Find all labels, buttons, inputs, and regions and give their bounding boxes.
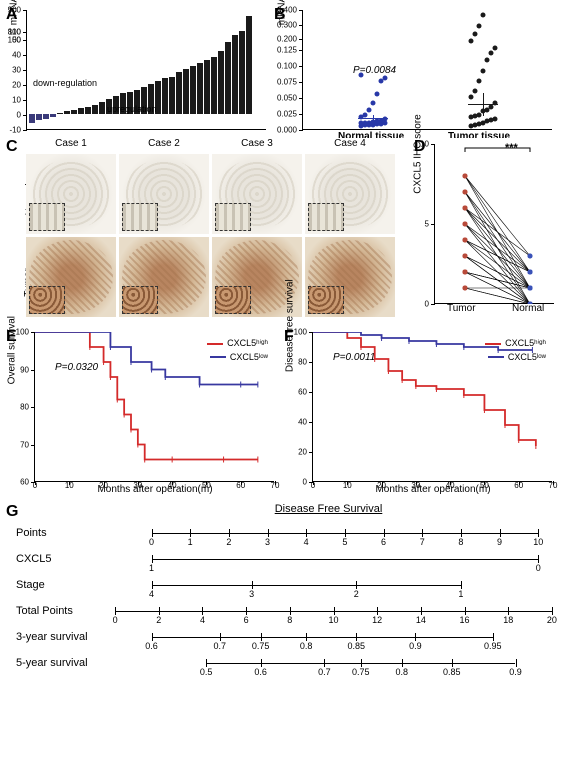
panel-c-ihc-image — [119, 237, 209, 317]
panel-a-bar — [204, 60, 210, 114]
panel-b-point — [481, 69, 486, 74]
panel-b-point — [473, 31, 478, 36]
panel-a-down-annot: down-regulation — [33, 78, 97, 88]
panel-a-bar — [99, 102, 105, 114]
panel-b-chart: P=0.0084 0.0000.0250.0500.0750.1000.1250… — [302, 10, 552, 130]
panel-g-title: Disease Free Survival — [96, 503, 561, 515]
panel-a-bar — [36, 114, 42, 120]
panel-d-ylabel: CXCL5 IHC score — [413, 114, 424, 193]
panel-f: F Disease free survival P=0.0011 0204060… — [284, 328, 554, 495]
nomogram-row: 3-year survival0.60.70.750.80.850.90.95 — [16, 629, 561, 645]
panel-a-bar — [169, 77, 175, 115]
panel-a-bar — [78, 108, 84, 114]
panel-a-bar — [246, 16, 252, 114]
nomogram-row-label: 3-year survival — [16, 631, 106, 643]
panel-b-point — [477, 79, 482, 84]
nomogram-row: Stage4321 — [16, 577, 561, 593]
panel-b-point — [493, 46, 498, 51]
panel-a-bar — [71, 110, 77, 115]
panel-a-bar — [232, 35, 238, 114]
panel-c-ihc-grid: Case 1Case 2Case 3Case 4NormalTumor — [26, 138, 406, 317]
survival-legend: CXCL5ˡᵒʷ — [210, 352, 268, 362]
nomogram-row-label: Points — [16, 527, 106, 539]
panel-b-point — [489, 51, 494, 56]
survival-legend: CXCL5ˡᵒʷ — [488, 352, 546, 362]
panel-e: E Overall survival P=0.0320 607080901000… — [6, 328, 276, 495]
panel-d: D CXCL5 IHC score *** 0510TumorNormal — [414, 138, 554, 320]
panel-a-bar — [176, 72, 182, 114]
panel-a-bar — [50, 114, 56, 117]
panel-b-point — [469, 39, 474, 44]
panel-b: B mRNA expression(2⁻ΔΔCᵀ) P=0.0084 0.000… — [274, 6, 554, 130]
panel-a-up-annot: upregulation — [107, 104, 157, 114]
panel-b-point — [477, 24, 482, 29]
panel-b-point — [363, 112, 368, 117]
panel-g-label: G — [6, 503, 18, 521]
panel-c-ihc-image — [119, 154, 209, 234]
panel-c: C Case 1Case 2Case 3Case 4NormalTumor — [6, 138, 406, 320]
panel-c-case-label: Case 1 — [26, 138, 116, 149]
nomogram-row: Total Points02468101214161820 — [16, 603, 561, 619]
nomogram-row-label: CXCL5 — [16, 553, 106, 565]
figure: A mRNA expression(2⁻ΔΔCᵀ) down-regulatio… — [0, 0, 567, 687]
nomogram-row-label: Total Points — [16, 605, 106, 617]
panel-a-bar — [29, 114, 35, 123]
panel-g: G Disease Free Survival Points0123456789… — [6, 503, 561, 671]
panel-a-chart: down-regulation upregulation -1001020304… — [26, 10, 266, 130]
panel-c-label: C — [6, 138, 18, 156]
panel-a-bar — [92, 105, 98, 114]
panel-a-bar — [162, 78, 168, 114]
nomogram-row-label: 5-year survival — [16, 657, 106, 669]
panel-b-point — [493, 117, 498, 122]
panel-a-bar — [190, 66, 196, 114]
panel-c-case-label: Case 4 — [305, 138, 395, 149]
panel-b-point — [367, 107, 372, 112]
panel-d-chart: *** 0510TumorNormal — [434, 144, 554, 304]
panel-b-point — [481, 12, 486, 17]
panel-b-point — [383, 75, 388, 80]
panel-c-ihc-image — [305, 154, 395, 234]
panel-c-ihc-image — [26, 237, 116, 317]
panel-b-point — [371, 101, 376, 106]
panel-a-bar — [85, 107, 91, 115]
panel-f-chart: P=0.0011 020406080100010203040506070CXCL… — [312, 332, 552, 482]
panel-c-case-label: Case 3 — [212, 138, 302, 149]
panel-b-point — [359, 72, 364, 77]
panel-e-chart: P=0.0320 60708090100010203040506070CXCL5… — [34, 332, 274, 482]
panel-a-bar — [225, 42, 231, 114]
panel-a: A mRNA expression(2⁻ΔΔCᵀ) down-regulatio… — [6, 6, 266, 130]
panel-c-ihc-image — [305, 237, 395, 317]
panel-a-bar — [43, 114, 49, 119]
nomogram-row: 5-year survival0.50.60.70.750.80.850.9 — [16, 655, 561, 671]
nomogram-row-label: Stage — [16, 579, 106, 591]
panel-a-bar — [211, 57, 217, 114]
panel-a-bar — [239, 31, 245, 114]
panel-a-bar — [64, 111, 70, 114]
nomogram-row: CXCL510 — [16, 551, 561, 567]
panel-f-ylabel: Disease free survival — [285, 279, 296, 372]
nomogram-row: Points012345678910 — [16, 525, 561, 541]
panel-c-case-label: Case 2 — [119, 138, 209, 149]
panel-b-point — [375, 91, 380, 96]
panel-b-point — [473, 88, 478, 93]
panel-b-point — [469, 95, 474, 100]
panel-e-ylabel: Overall survival — [7, 316, 18, 384]
panel-g-nomogram: Points012345678910 CXCL510 Stage4321 Total … — [16, 525, 561, 671]
survival-legend: CXCL5ʰⁱᵍʰ — [485, 338, 546, 349]
panel-a-bar — [183, 69, 189, 114]
panel-a-bar — [218, 51, 224, 114]
panel-a-bar — [57, 113, 63, 115]
panel-a-bar — [197, 63, 203, 114]
survival-legend: CXCL5ʰⁱᵍʰ — [207, 338, 268, 349]
panel-c-ihc-image — [212, 154, 302, 234]
panel-c-ihc-image — [26, 154, 116, 234]
panel-b-point — [485, 57, 490, 62]
